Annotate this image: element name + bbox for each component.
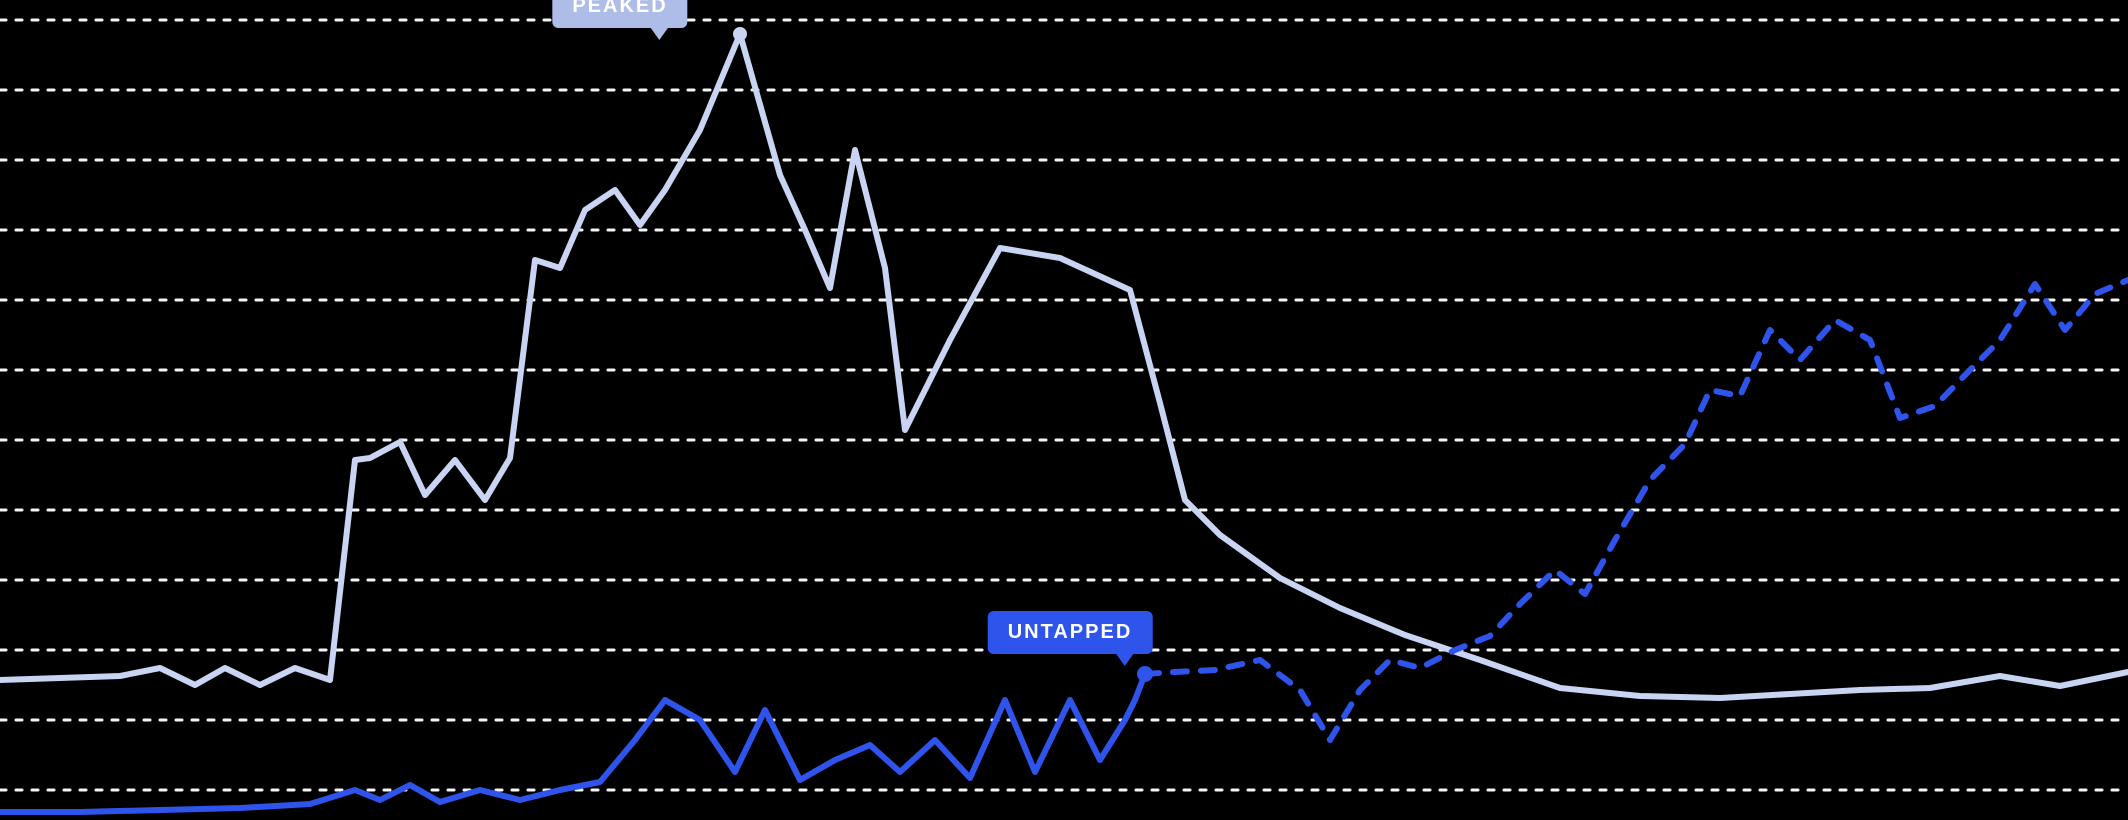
trend-chart: PEAKED UNTAPPED <box>0 0 2128 820</box>
chart-canvas <box>0 0 2128 820</box>
